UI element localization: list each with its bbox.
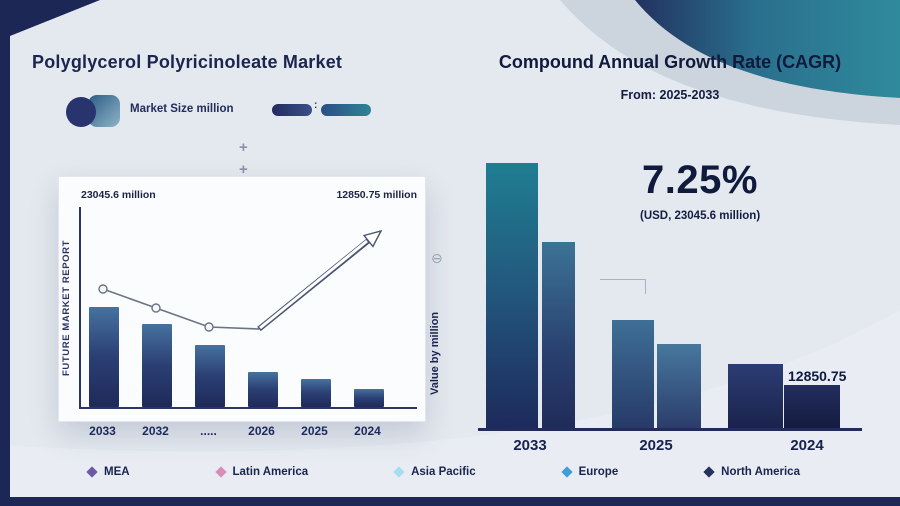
trend-arrow [98,229,383,332]
cagr-x-label-2024: 2024 [790,437,824,454]
bar-2033-primary [486,163,538,428]
zoom-out-icon: ⊖ [431,250,443,266]
legend-item-north-america: North America [703,466,800,478]
legend-label: MEA [104,466,130,478]
legend-label: Asia Pacific [411,466,476,478]
cagr-x-label-2025: 2025 [639,437,673,454]
market-size-bar-slot [289,227,342,407]
value-annotation: 12850.75 [788,368,847,384]
cagr-x-label-2033: 2033 [513,437,547,454]
market-size-chart-card: 23045.6 million 12850.75 million FUTURE … [58,176,426,422]
cagr-baseline [478,428,862,431]
market-size-legend-label: Market Size million [130,103,234,115]
market-size-bar [300,379,331,407]
market-size-x-labels: 2033 2032..... 2026 2025 2024 [76,424,394,438]
market-size-bar [141,324,172,407]
legend-item-europe: Europe [560,466,619,478]
cagr-title: Compound Annual Growth Rate (CAGR) [498,52,842,72]
legend-label: Europe [578,466,619,478]
market-size-x-label: 2025 [301,424,328,438]
bar-2025-secondary [657,344,701,428]
teal-swoosh [635,0,900,98]
legend-item-latin-america: Latin America [214,466,309,478]
legend-diamond-icon [86,466,98,478]
market-size-x-label: 2026 [248,424,275,438]
legend-item-asia-pacific: Asia Pacific [393,466,476,478]
corner-triangle [0,0,100,40]
market-size-bars [77,227,395,407]
market-size-x-label: ..... [200,424,217,438]
end-value-label: 12850.75 million [336,189,417,201]
page-title: Polyglycerol Polyricinoleate Market [32,52,343,72]
market-size-bar [194,345,225,407]
navy-pill-icon [272,104,312,116]
legend-diamond-icon [703,466,715,478]
legend-diamond-icon [214,466,227,478]
step-bracket-decoration [600,279,646,294]
cagr-chart [470,119,880,431]
market-size-bar [88,307,119,407]
legend-label: North America [721,466,800,478]
market-size-x-label: 2024 [354,424,381,438]
market-size-icon [66,94,122,130]
x-axis-line [79,407,417,409]
bottom-edge-bar [0,497,900,506]
navy-circle-icon [66,97,96,127]
bar-2033-secondary [542,242,575,428]
market-size-x-label: 2033 [89,424,116,438]
pill-separator: : [314,100,318,111]
legend-diamond-icon [560,466,573,478]
market-size-bar [247,372,278,407]
plus-decoration: + [239,139,248,156]
start-value-label: 23045.6 million [81,189,156,201]
y-axis-line [79,207,81,409]
bar-2024-primary [728,364,783,428]
bar-2024-secondary [784,385,840,428]
market-size-x-label: 2032 [142,424,169,438]
market-size-bar-slot [342,227,395,407]
left-edge-bar [0,25,10,506]
cagr-subtitle: From: 2025-2033 [620,88,720,102]
teal-pill-icon [321,104,371,116]
cagr-note: (USD, 23045.6 million) [640,210,761,222]
market-size-bar-slot [77,227,130,407]
legend-label: Latin America [232,466,309,478]
gray-swoosh [560,0,900,125]
market-size-bar-slot [236,227,289,407]
cagr-value: 7.25% [642,158,758,202]
value-axis-label: Value by million [429,311,441,396]
market-size-bar [353,389,384,407]
region-legend: MEA Latin America Asia Pacific Europe North … [86,466,800,478]
plus-decoration: + [239,161,248,178]
market-size-bar-slot [183,227,236,407]
legend-item-mea: MEA [86,466,130,478]
market-size-bar-slot [130,227,183,407]
bar-2025-primary [612,320,654,428]
legend-diamond-icon [393,466,405,478]
